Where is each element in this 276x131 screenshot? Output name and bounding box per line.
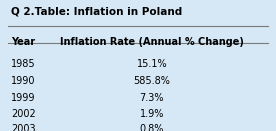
Text: Inflation Rate (Annual % Change): Inflation Rate (Annual % Change) [60,37,244,47]
Text: 7.3%: 7.3% [140,93,164,103]
Text: 15.1%: 15.1% [137,59,167,69]
Text: 1985: 1985 [11,59,36,69]
Text: 1990: 1990 [11,76,36,86]
Text: Year: Year [11,37,35,47]
Text: 2002: 2002 [11,109,36,119]
Text: 1.9%: 1.9% [140,109,164,119]
Text: 585.8%: 585.8% [133,76,170,86]
Text: 1999: 1999 [11,93,36,103]
Text: Q 2.Table: Inflation in Poland: Q 2.Table: Inflation in Poland [11,7,182,17]
Text: 0.8%: 0.8% [140,124,164,131]
Text: 2003: 2003 [11,124,36,131]
